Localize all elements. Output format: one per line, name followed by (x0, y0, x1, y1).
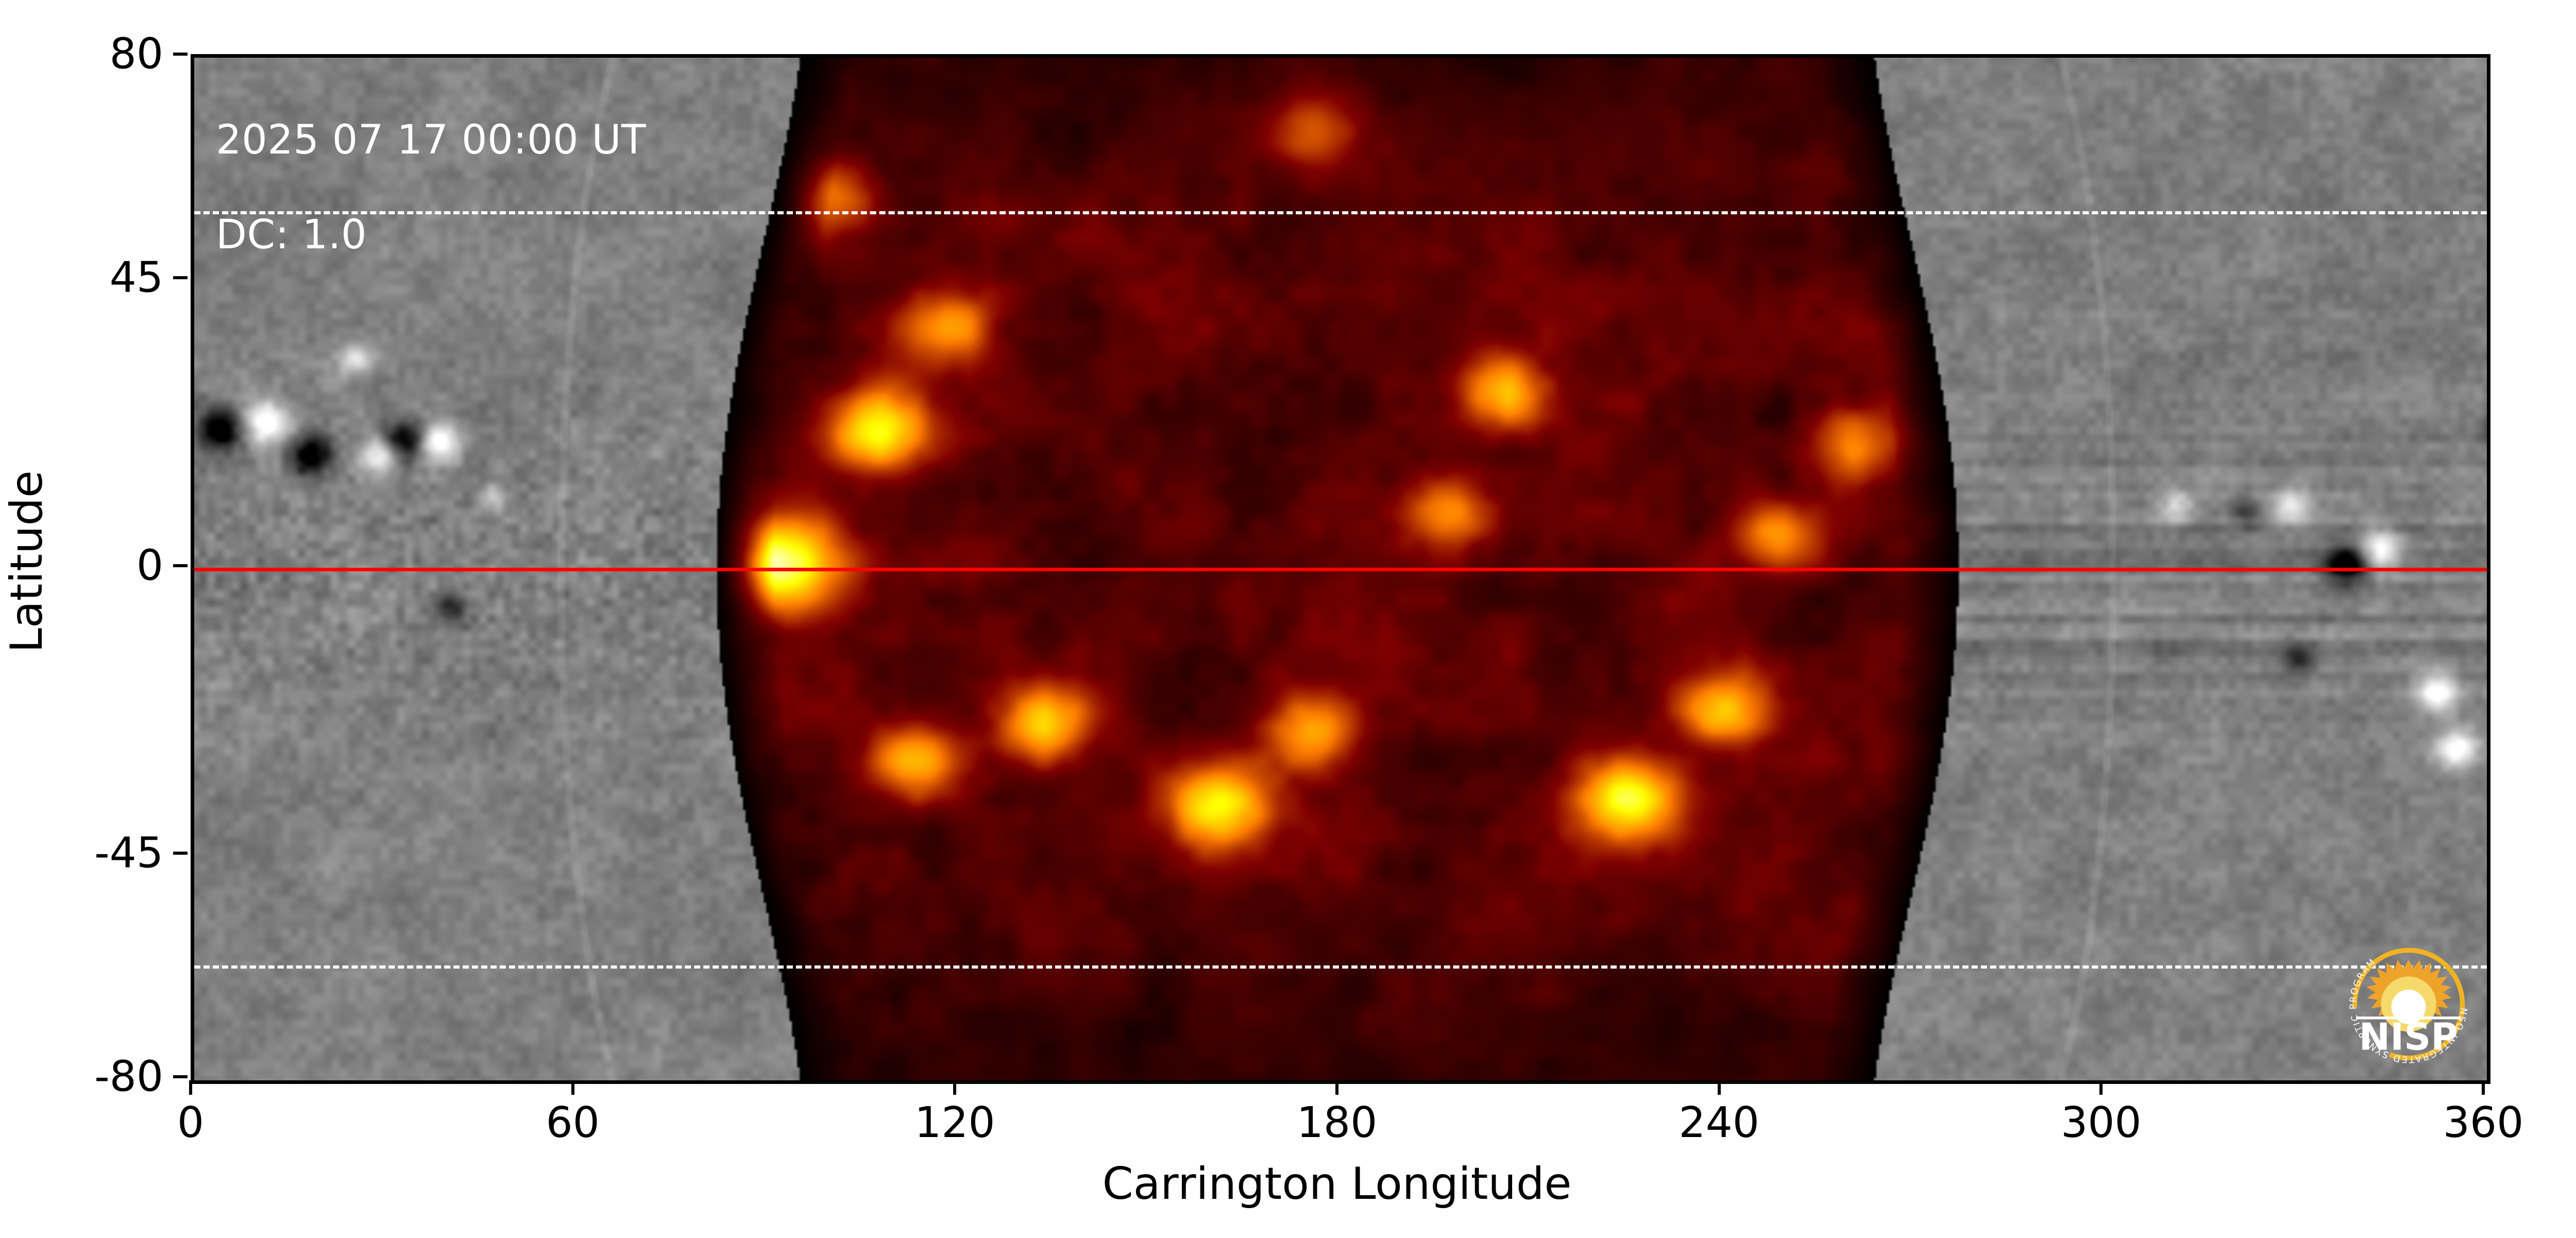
duty-cycle-label: DC: 1.0 (216, 212, 367, 259)
nisp-logo: NISP NSO INTEGRATED SYNOPTIC PROGRAM (2348, 947, 2468, 1064)
x-tick-label: 300 (2061, 1098, 2142, 1147)
equator-line (194, 567, 2487, 571)
y-tick-label: -45 (94, 828, 163, 878)
y-tick (173, 276, 188, 280)
x-tick (571, 1080, 574, 1095)
x-tick-label: 240 (1679, 1098, 1759, 1147)
timestamp-annotation: 2025 07 17 00:00 UT DC: 1.0 (216, 69, 646, 306)
y-axis-label: Latitude (1, 470, 53, 653)
logo-sun-core (2391, 989, 2426, 1024)
north-latitude-limit-line (194, 211, 2487, 214)
x-tick-label: 120 (914, 1098, 995, 1147)
observation-datetime: 2025 07 17 00:00 UT (216, 117, 647, 164)
x-tick-label: 60 (546, 1098, 600, 1147)
logo-outer-ring (2352, 947, 2465, 1061)
y-tick-label: 80 (109, 29, 163, 79)
map-image-area: 2025 07 17 00:00 UT DC: 1.0 NISP NSO INT… (194, 58, 2487, 1080)
y-tick (173, 1075, 188, 1078)
x-tick (2099, 1080, 2103, 1095)
y-tick-label: 45 (109, 253, 163, 302)
y-tick-label: 0 (136, 541, 163, 590)
synoptic-map-axes[interactable]: 2025 07 17 00:00 UT DC: 1.0 NISP NSO INT… (191, 54, 2490, 1084)
y-tick (173, 53, 188, 56)
x-axis-label: Carrington Longitude (1102, 1158, 1572, 1210)
y-tick-label: -80 (94, 1052, 163, 1101)
x-tick (1335, 1080, 1338, 1095)
x-tick-label: 0 (177, 1098, 205, 1147)
logo-divider (2356, 1016, 2461, 1020)
y-tick (173, 564, 188, 567)
x-tick-label: 360 (2443, 1098, 2524, 1147)
x-tick (2482, 1080, 2485, 1095)
y-tick (173, 851, 188, 855)
x-tick (189, 1080, 192, 1095)
logo-acronym: NISP (2359, 1015, 2459, 1059)
x-tick (953, 1080, 957, 1095)
south-latitude-limit-line (194, 965, 2487, 969)
x-tick-label: 180 (1296, 1098, 1378, 1147)
x-tick (1717, 1080, 1721, 1095)
